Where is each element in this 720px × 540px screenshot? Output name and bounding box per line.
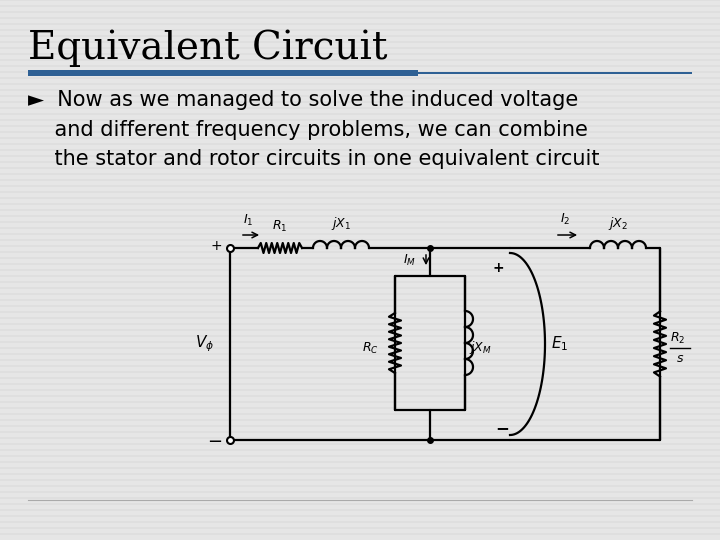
Text: $\mathit{R_2}$: $\mathit{R_2}$ (670, 330, 685, 346)
Text: ►  Now as we managed to solve the induced voltage
    and different frequency pr: ► Now as we managed to solve the induced… (28, 90, 600, 169)
Text: Equivalent Circuit: Equivalent Circuit (28, 29, 387, 67)
Text: $\mathit{s}$: $\mathit{s}$ (676, 353, 684, 366)
Text: +: + (492, 261, 504, 275)
Text: $\mathit{I_1}$: $\mathit{I_1}$ (243, 213, 253, 228)
Text: $\mathit{jX_2}$: $\mathit{jX_2}$ (608, 215, 628, 232)
Text: −: − (495, 419, 509, 437)
Text: $\mathit{I_M}$: $\mathit{I_M}$ (403, 252, 416, 267)
Text: $\mathit{I_2}$: $\mathit{I_2}$ (560, 212, 570, 227)
Text: $\mathit{jX_1}$: $\mathit{jX_1}$ (331, 215, 351, 232)
Text: $\mathit{E_1}$: $\mathit{E_1}$ (551, 335, 568, 353)
Bar (28, 70, 418, 76)
Bar (418, 72, 692, 74)
Text: $\mathit{R_1}$: $\mathit{R_1}$ (272, 219, 288, 234)
Text: $\mathit{V_\phi}$: $\mathit{V_\phi}$ (195, 334, 214, 354)
Text: $\mathit{jX_M}$: $\mathit{jX_M}$ (469, 340, 492, 356)
Text: $\mathit{R_C}$: $\mathit{R_C}$ (362, 340, 379, 355)
Text: +: + (210, 239, 222, 253)
Text: −: − (207, 433, 222, 451)
